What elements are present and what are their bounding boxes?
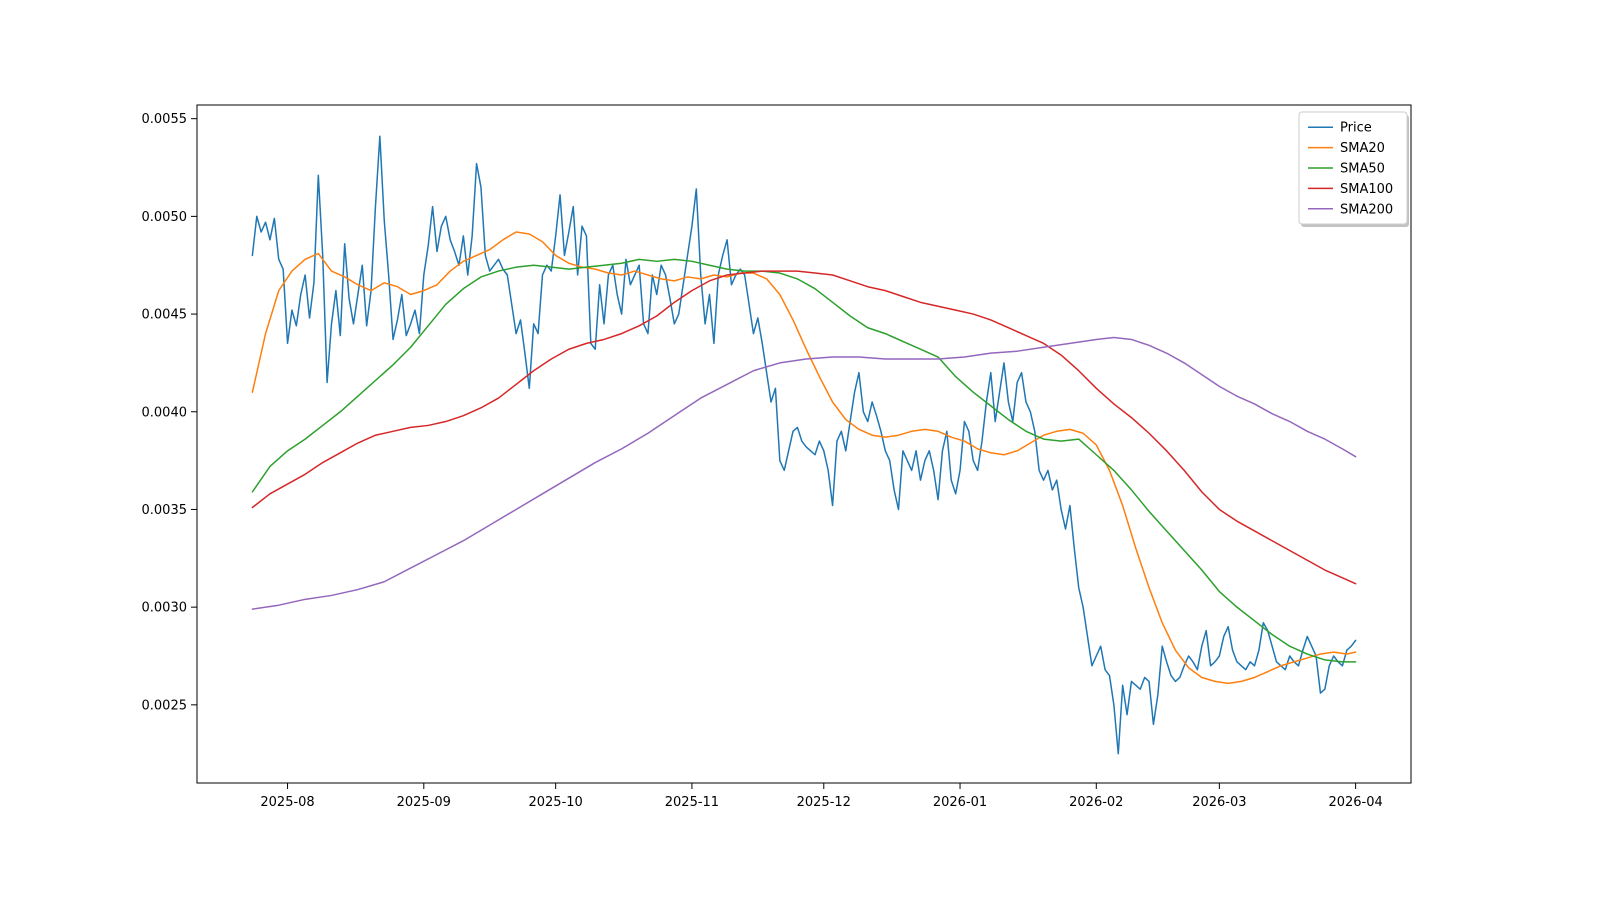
- x-tick-label: 2025-10: [528, 795, 582, 810]
- series-line-price: [251, 135, 1357, 755]
- legend-label-price: Price: [1340, 121, 1372, 136]
- x-tick-label: 2025-09: [397, 795, 451, 810]
- x-tick-label: 2026-04: [1328, 795, 1382, 810]
- x-tick-label: 2025-08: [260, 795, 314, 810]
- x-tick-label: 2025-11: [665, 795, 719, 810]
- x-tick-label: 2026-02: [1069, 795, 1123, 810]
- legend-label-sma20: SMA20: [1340, 141, 1385, 156]
- x-tick-label: 2025-12: [797, 795, 851, 810]
- y-tick-label: 0.0030: [142, 601, 188, 616]
- series-line-sma100: [251, 270, 1357, 585]
- legend-box: [1298, 111, 1408, 225]
- legend-label-sma100: SMA100: [1340, 182, 1393, 197]
- series-line-sma200: [251, 336, 1357, 610]
- series-line-sma50: [251, 258, 1357, 663]
- x-tick-label: 2026-01: [933, 795, 987, 810]
- x-tick-label: 2026-03: [1192, 795, 1246, 810]
- legend-label-sma50: SMA50: [1340, 162, 1385, 177]
- y-tick-label: 0.0045: [142, 308, 188, 323]
- axes-frame: [196, 104, 1412, 784]
- y-tick-label: 0.0035: [142, 503, 188, 518]
- series-line-sma20: [251, 231, 1357, 685]
- y-tick-label: 0.0050: [142, 210, 188, 225]
- y-tick-label: 0.0055: [142, 112, 188, 127]
- y-tick-label: 0.0025: [142, 698, 188, 713]
- legend-label-sma200: SMA200: [1340, 202, 1393, 217]
- y-tick-label: 0.0040: [142, 405, 188, 420]
- legend: Price SMA20 SMA50 SMA100 SMA200: [1298, 111, 1409, 227]
